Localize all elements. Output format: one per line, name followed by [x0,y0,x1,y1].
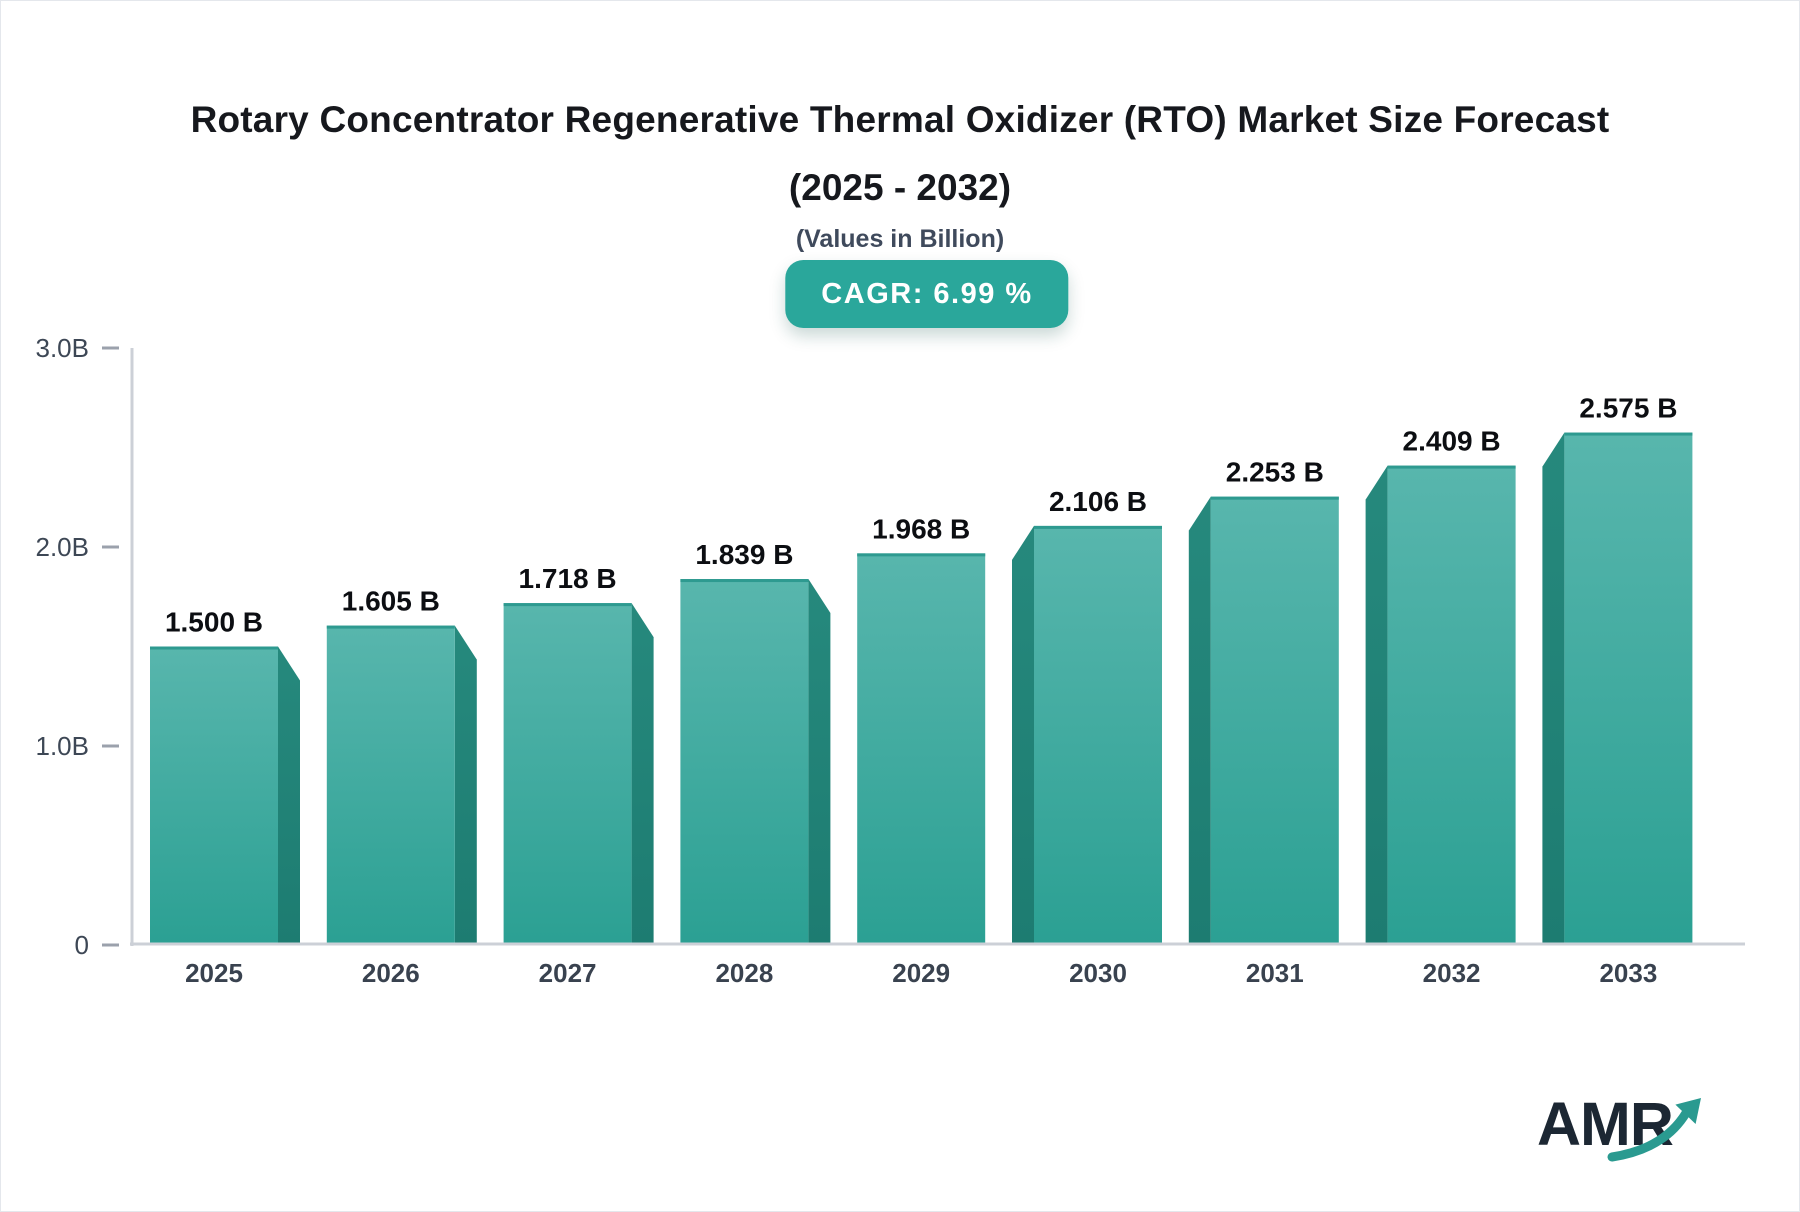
amr-logo: AMR [1537,1089,1767,1189]
x-category-label: 2033 [1599,958,1657,988]
bar-value-label: 1.718 B [519,563,617,594]
cagr-badge: CAGR: 6.99 % [785,260,1069,328]
x-category-label: 2026 [362,958,420,988]
chart-subtitle: (Values in Billion) [795,225,1005,253]
bar-side-2025 [278,646,300,945]
bar-2025 [150,646,278,945]
x-category-label: 2025 [185,958,243,988]
bar-side-2031 [1188,496,1211,945]
bar-top-edge-2033 [1564,432,1693,436]
bar-value-label: 1.839 B [695,539,793,570]
bar-value-label: 2.106 B [1049,486,1147,517]
bar-2028 [680,579,809,945]
bar-value-label: 1.605 B [342,586,440,617]
bar-top-edge-2030 [1034,525,1162,529]
bar-2032 [1387,465,1516,945]
bar-value-label: 2.409 B [1403,426,1501,457]
x-category-label: 2030 [1069,958,1127,988]
chart-title-line1: Rotary Concentrator Regenerative Thermal… [190,99,1610,140]
chart-title-line2: (2025 - 2032) [788,167,1012,208]
bar-2026 [326,625,455,945]
bar-side-2030 [1012,525,1034,945]
bar-2031 [1210,496,1339,945]
x-category-label: 2031 [1246,958,1304,988]
y-tick-label: 3.0B [36,333,90,363]
bar-side-2028 [808,579,831,945]
bar-top-edge-2032 [1387,465,1516,469]
x-category-label: 2027 [539,958,597,988]
y-tick-label: 2.0B [36,532,90,562]
bar-2027 [503,603,632,945]
y-tick-label: 0 [75,930,89,960]
bar-value-label: 1.968 B [872,513,970,544]
bar-top-edge-2031 [1210,496,1339,500]
x-category-label: 2028 [715,958,773,988]
bar-side-2027 [631,603,654,945]
bar-top-edge-2025 [150,646,278,650]
y-tick-label: 1.0B [36,731,90,761]
bar-value-label: 2.253 B [1226,457,1324,488]
x-category-label: 2029 [892,958,950,988]
bar-top-edge-2027 [503,603,632,607]
growth-arrow-icon [1607,1098,1701,1162]
bar-2030 [1034,525,1162,945]
bar-2033 [1564,432,1693,945]
bar-side-2032 [1365,465,1388,945]
bar-side-2033 [1542,432,1565,945]
bar-top-edge-2029 [857,553,986,557]
bar-value-label: 1.500 B [165,607,263,638]
bar-top-edge-2028 [680,579,809,583]
bar-side-2026 [454,625,477,945]
bar-2029 [857,553,986,945]
bar-top-edge-2026 [326,625,455,629]
x-category-label: 2032 [1423,958,1481,988]
bar-value-label: 2.575 B [1579,393,1677,424]
